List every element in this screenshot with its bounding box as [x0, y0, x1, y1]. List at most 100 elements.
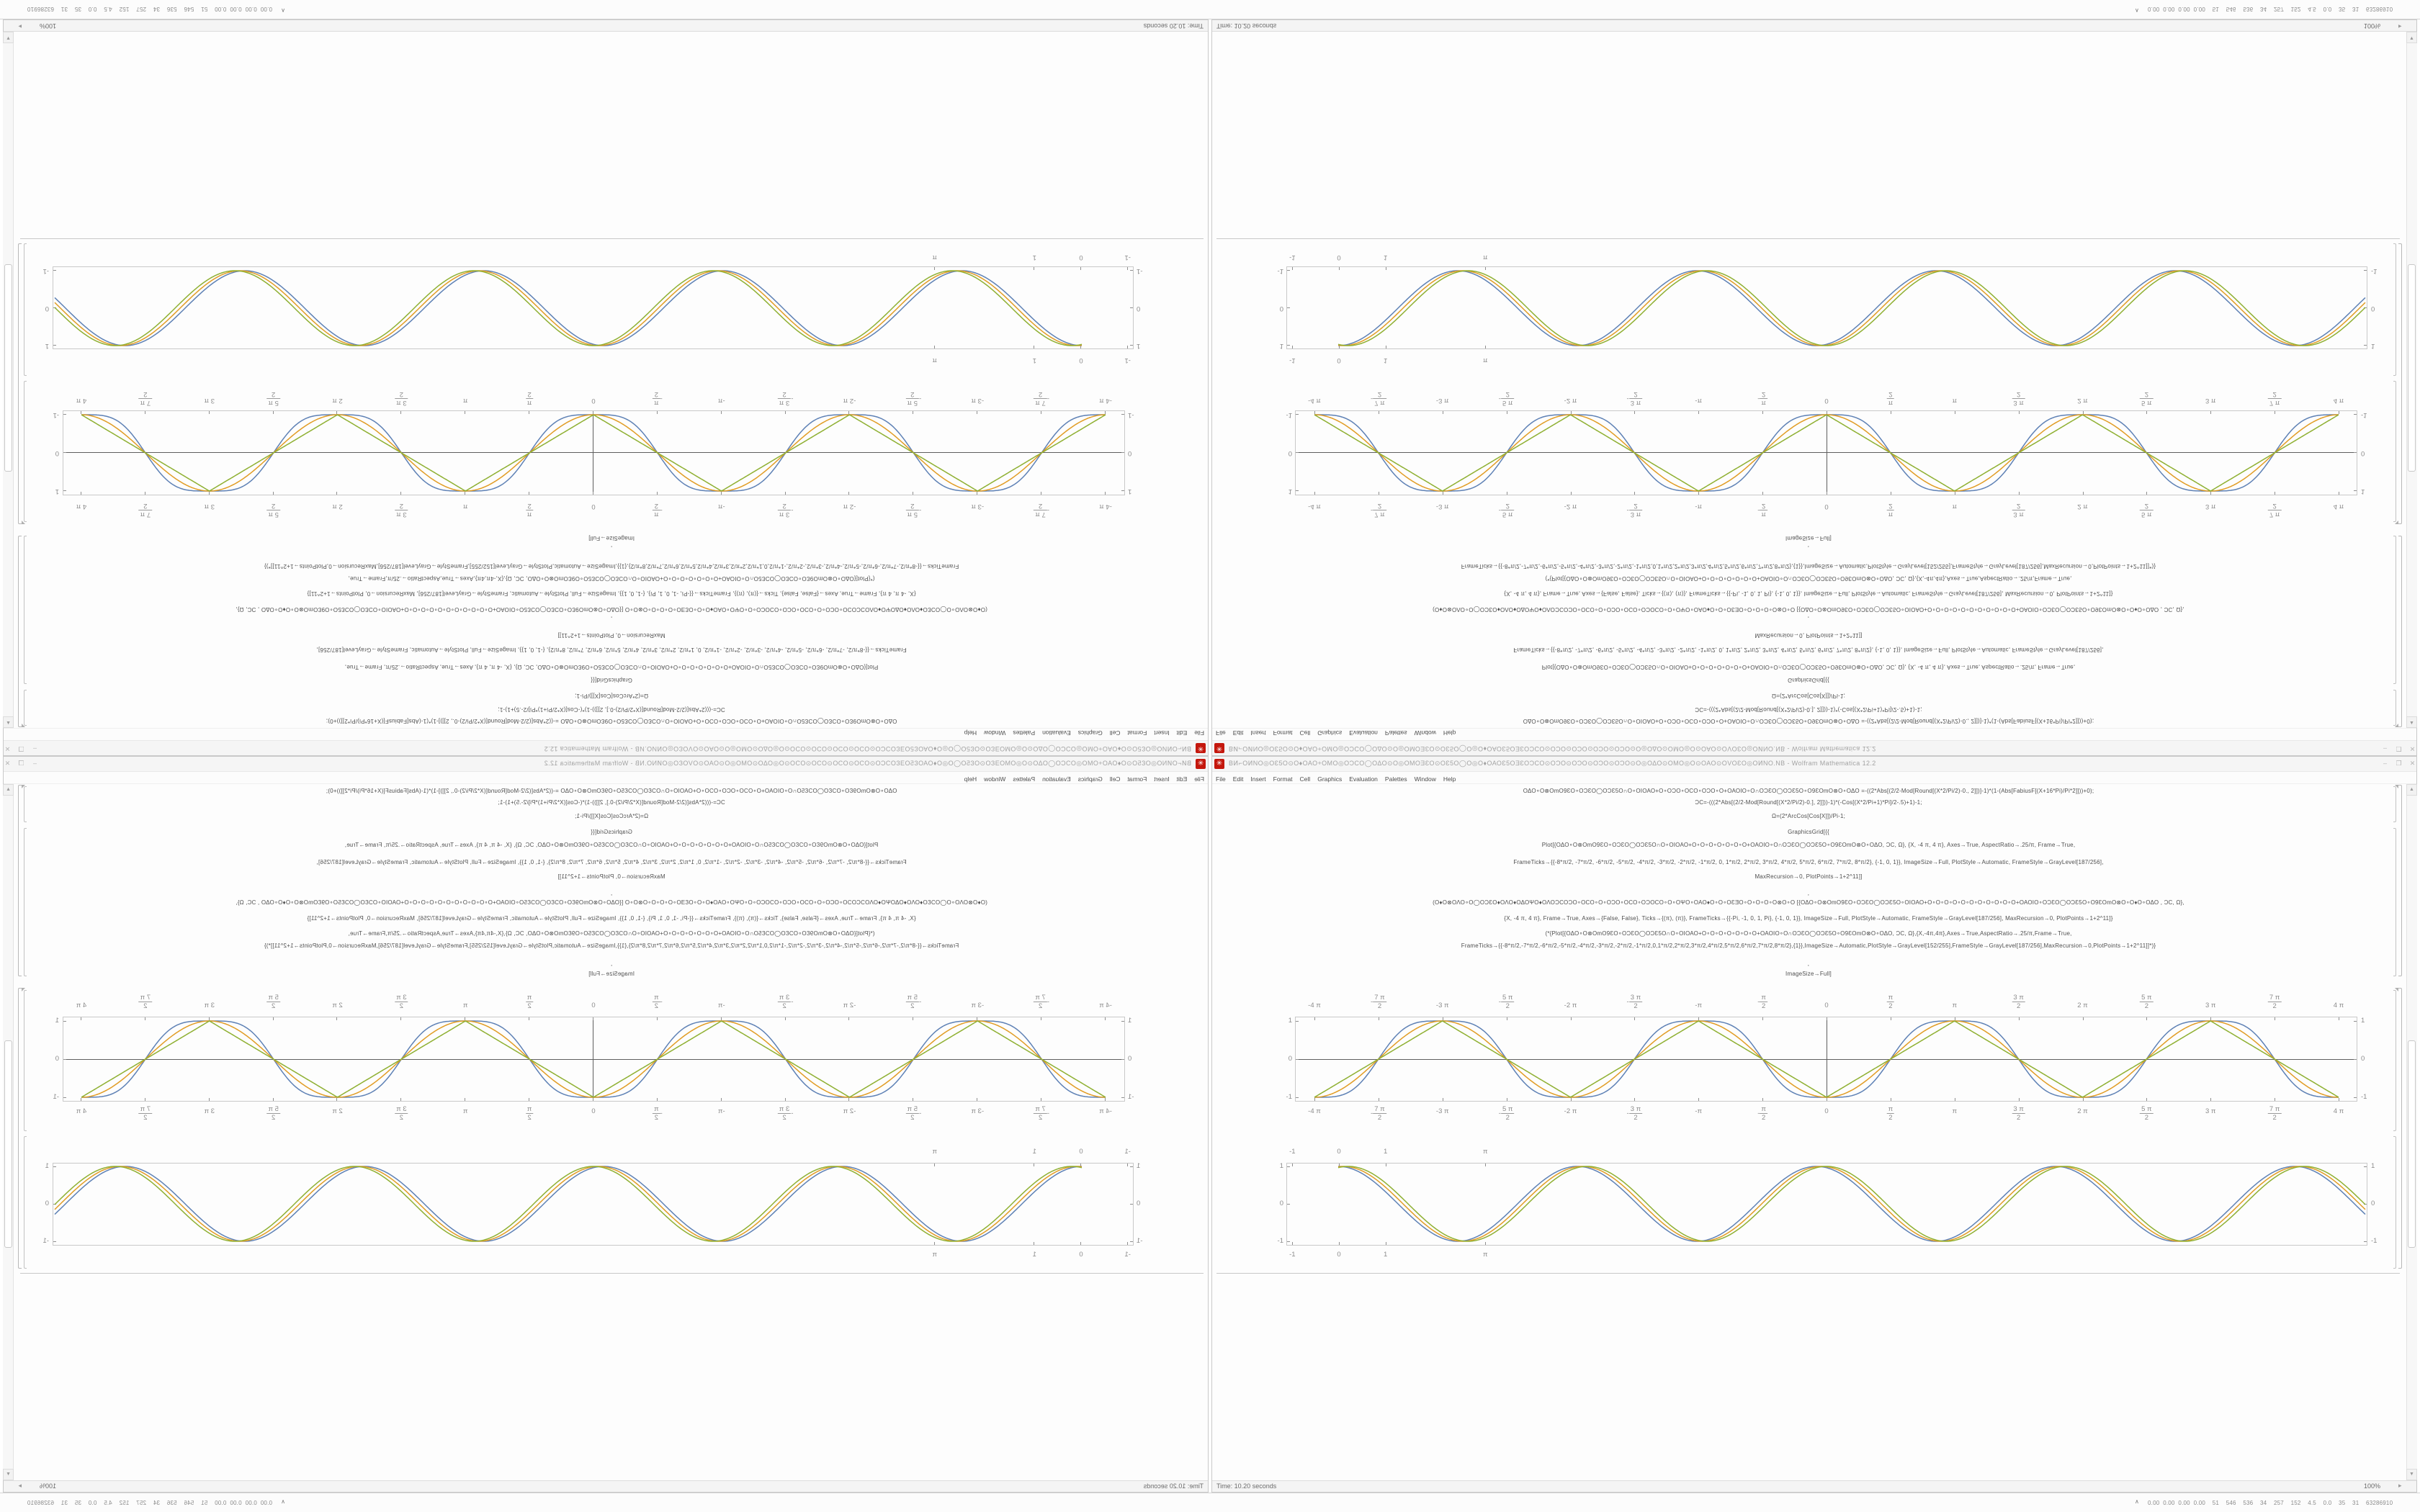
- code-line[interactable]: ΟΔΟ∘Ο⊗ΟmΟ9ƐΟ∘ΟƆƐΟ◯ΟƆƐ5Ο∩Ο∘ΟΙΟΑΟ+Ο∘ΟϽΟ∘ΟϹ…: [1523, 718, 2094, 724]
- code-line[interactable]: Plot[{ΟΔΟ∘Ο⊗ΟmΟ9ƐΟ∘ΟƆƐΟ◯ΟƆƐ5Ο∩Ο∘ΟΙΟΑΟ+Ο∘…: [344, 664, 879, 670]
- code-line[interactable]: GraphicsGrid[{{: [1788, 677, 1829, 683]
- code-line[interactable]: Ω=(2*ArcCos[Cos[X]])/Pi-1;: [1771, 693, 1846, 699]
- menu-item-palettes[interactable]: Palettes: [1013, 775, 1036, 783]
- restore-button[interactable]: ❐: [18, 745, 24, 752]
- code-line[interactable]: (Ο♦Ο⊗ΟΛΟ∘Ο◯ΟƆƐΟ♦ΟΛΟ♦ΟΔΟΨΟ♦ΟΛΟƆϹΟϽΟ∘ΟϹΟ∘Ο…: [1433, 899, 2184, 906]
- menu-item-cell[interactable]: Cell: [1109, 729, 1121, 737]
- restore-button[interactable]: ❐: [2396, 760, 2402, 767]
- code-line[interactable]: Ω=(2*ArcCos[Cos[X]])/Pi-1;: [574, 693, 649, 699]
- menu-item-insert[interactable]: Insert: [1154, 729, 1170, 737]
- menu-item-format[interactable]: Format: [1127, 775, 1147, 783]
- scroll-up-button[interactable]: ▲: [2406, 784, 2417, 796]
- cell-insertion-bar[interactable]: [20, 1273, 1204, 1274]
- tray-expand-chevron-icon[interactable]: ∧: [281, 1498, 285, 1505]
- menu-item-window[interactable]: Window: [1414, 729, 1436, 737]
- cell-bracket-code-2[interactable]: [24, 828, 27, 976]
- menu-item-graphics[interactable]: Graphics: [1317, 729, 1343, 737]
- menu-item-window[interactable]: Window: [984, 729, 1006, 737]
- code-line[interactable]: {X, -4 π, 4 π}, Frame→True, Axes→{False,…: [1504, 590, 2113, 597]
- cell-group-bracket-output[interactable]: [2398, 243, 2402, 524]
- scroll-down-button[interactable]: ▼: [2406, 1469, 2417, 1480]
- menu-item-window[interactable]: Window: [984, 775, 1006, 783]
- menu-item-palettes[interactable]: Palettes: [1013, 729, 1036, 737]
- magnification-value[interactable]: 100%: [2364, 1482, 2381, 1490]
- cell-bracket-code-1[interactable]: [2393, 786, 2396, 822]
- code-line[interactable]: FrameTicks→{{-8*π/2, -7*π/2, -6*π/2, -5*…: [316, 859, 907, 865]
- code-line[interactable]: ƆC=-(((2*Abs[(2/2-Mod[Round[(X*2/Pi/2)-0…: [1695, 706, 1922, 713]
- menu-item-graphics[interactable]: Graphics: [1077, 729, 1103, 737]
- scrollbar-thumb[interactable]: [4, 264, 12, 472]
- code-line[interactable]: ,: [1807, 890, 1810, 896]
- menu-item-insert[interactable]: Insert: [1250, 775, 1266, 783]
- cell-group-bracket-output[interactable]: [18, 988, 22, 1269]
- cell-group-bracket-output[interactable]: [2398, 988, 2402, 1269]
- cell-group-bracket-input[interactable]: [18, 536, 22, 727]
- menu-item-evaluation[interactable]: Evaluation: [1042, 775, 1071, 783]
- code-line[interactable]: {X, -4 π, 4 π}, Frame→True, Axes→{False,…: [307, 915, 916, 922]
- cell-group-bracket-input[interactable]: [2398, 785, 2402, 976]
- code-line[interactable]: ΟΔΟ∘Ο⊗ΟmΟ9ƐΟ∘ΟƆƐΟ◯ΟƆƐ5Ο∩Ο∘ΟΙΟΑΟ+Ο∘ΟϽΟ∘ΟϹ…: [326, 788, 897, 794]
- hscroll-right-arrow[interactable]: ▸: [2398, 1482, 2402, 1489]
- scroll-up-button[interactable]: ▲: [3, 716, 14, 728]
- menu-item-format[interactable]: Format: [1127, 729, 1147, 737]
- hscroll-right-arrow[interactable]: ▸: [2398, 23, 2402, 30]
- menu-item-format[interactable]: Format: [1273, 775, 1293, 783]
- close-button[interactable]: ✕: [4, 745, 11, 752]
- code-line[interactable]: ImageSize→Full]: [588, 535, 635, 541]
- code-line[interactable]: FrameTicks→{{-8*π/2,-7*π/2,-6*π/2,-5*π/2…: [1461, 942, 2156, 949]
- cell-bracket-plot-1[interactable]: [24, 381, 27, 522]
- code-line[interactable]: FrameTicks→{{-8*π/2,-7*π/2,-6*π/2,-5*π/2…: [264, 942, 959, 949]
- menu-item-evaluation[interactable]: Evaluation: [1349, 775, 1378, 783]
- menu-item-evaluation[interactable]: Evaluation: [1349, 729, 1378, 737]
- cell-insertion-bar[interactable]: [1216, 1273, 2400, 1274]
- code-line[interactable]: ,: [1807, 960, 1810, 967]
- menu-item-cell[interactable]: Cell: [1109, 775, 1121, 783]
- code-line[interactable]: GraphicsGrid[{{: [1788, 829, 1829, 835]
- code-line[interactable]: MaxRecursion→0, PlotPoints→1+2^11]]: [1754, 632, 1863, 639]
- code-line[interactable]: ,: [610, 890, 613, 896]
- code-line[interactable]: Plot[{ΟΔΟ∘Ο⊗ΟmΟ9ƐΟ∘ΟƆƐΟ◯ΟƆƐ5Ο∩Ο∘ΟΙΟΑΟ+Ο∘…: [1541, 842, 2076, 848]
- cell-bracket-plot-1[interactable]: [2393, 381, 2396, 522]
- code-line[interactable]: {X, -4 π, 4 π}, Frame→True, Axes→{False,…: [1504, 915, 2113, 922]
- minimize-button[interactable]: –: [33, 745, 37, 752]
- minimize-button[interactable]: –: [2383, 745, 2387, 752]
- code-line[interactable]: {X, -4 π, 4 π}, Frame→True, Axes→{False,…: [307, 590, 916, 597]
- code-line[interactable]: Ω=(2*ArcCos[Cos[X]])/Pi-1;: [574, 813, 649, 819]
- minimize-button[interactable]: –: [2383, 760, 2387, 767]
- cell-group-bracket-input[interactable]: [2398, 536, 2402, 727]
- menu-item-evaluation[interactable]: Evaluation: [1042, 729, 1071, 737]
- close-button[interactable]: ✕: [2409, 760, 2416, 767]
- scrollbar-thumb[interactable]: [2408, 1040, 2416, 1248]
- menu-item-help[interactable]: Help: [964, 775, 977, 783]
- code-line[interactable]: (Ο♦Ο⊗ΟΛΟ∘Ο◯ΟƆƐΟ♦ΟΛΟ♦ΟΔΟΨΟ♦ΟΛΟƆϹΟϽΟ∘ΟϹΟ∘Ο…: [236, 606, 987, 613]
- tray-expand-chevron-icon[interactable]: ∧: [2135, 7, 2139, 14]
- cell-bracket-plot-2[interactable]: [2393, 243, 2396, 376]
- code-line[interactable]: ƆC=-(((2*Abs[(2/2-Mod[Round[(X*2/Pi/2)-0…: [498, 799, 725, 806]
- menu-item-window[interactable]: Window: [1414, 775, 1436, 783]
- cell-insertion-bar[interactable]: [1216, 238, 2400, 239]
- code-line[interactable]: FrameTicks→{{-8*π/2, -7*π/2, -6*π/2, -5*…: [1513, 647, 2104, 653]
- magnification-value[interactable]: 100%: [39, 22, 56, 30]
- cell-bracket-code-2[interactable]: [24, 536, 27, 684]
- menu-item-graphics[interactable]: Graphics: [1317, 775, 1343, 783]
- code-line[interactable]: FrameTicks→{{-8*π/2, -7*π/2, -6*π/2, -5*…: [1513, 859, 2104, 865]
- close-button[interactable]: ✕: [2409, 745, 2416, 752]
- cell-bracket-code-2[interactable]: [2393, 536, 2396, 684]
- code-line[interactable]: ,: [610, 960, 613, 967]
- cell-group-bracket-output[interactable]: [18, 243, 22, 524]
- menu-item-file[interactable]: File: [1194, 775, 1204, 783]
- menu-item-graphics[interactable]: Graphics: [1077, 775, 1103, 783]
- code-line[interactable]: FrameTicks→{{-8*π/2, -7*π/2, -6*π/2, -5*…: [316, 647, 907, 653]
- cell-bracket-code-2[interactable]: [2393, 828, 2396, 976]
- code-line[interactable]: (*{Plot[{ΟΔΟ∘Ο⊗ΟmΟ9ƐΟ∘ΟƆƐΟ◯ΟƆƐ5Ο∩Ο∘ΟΙΟΑΟ…: [348, 930, 875, 937]
- code-line[interactable]: ImageSize→Full]: [1785, 535, 1832, 541]
- menu-item-insert[interactable]: Insert: [1154, 775, 1170, 783]
- code-line[interactable]: ΟΔΟ∘Ο⊗ΟmΟ9ƐΟ∘ΟƆƐΟ◯ΟƆƐ5Ο∩Ο∘ΟΙΟΑΟ+Ο∘ΟϽΟ∘ΟϹ…: [326, 718, 897, 724]
- menu-item-cell[interactable]: Cell: [1299, 729, 1311, 737]
- cell-bracket-plot-2[interactable]: [24, 243, 27, 376]
- menu-item-palettes[interactable]: Palettes: [1384, 729, 1407, 737]
- cell-group-bracket-input[interactable]: [18, 785, 22, 976]
- menu-item-edit[interactable]: Edit: [1232, 775, 1244, 783]
- menu-item-palettes[interactable]: Palettes: [1384, 775, 1407, 783]
- code-line[interactable]: Plot[{ΟΔΟ∘Ο⊗ΟmΟ9ƐΟ∘ΟƆƐΟ◯ΟƆƐ5Ο∩Ο∘ΟΙΟΑΟ+Ο∘…: [344, 842, 879, 848]
